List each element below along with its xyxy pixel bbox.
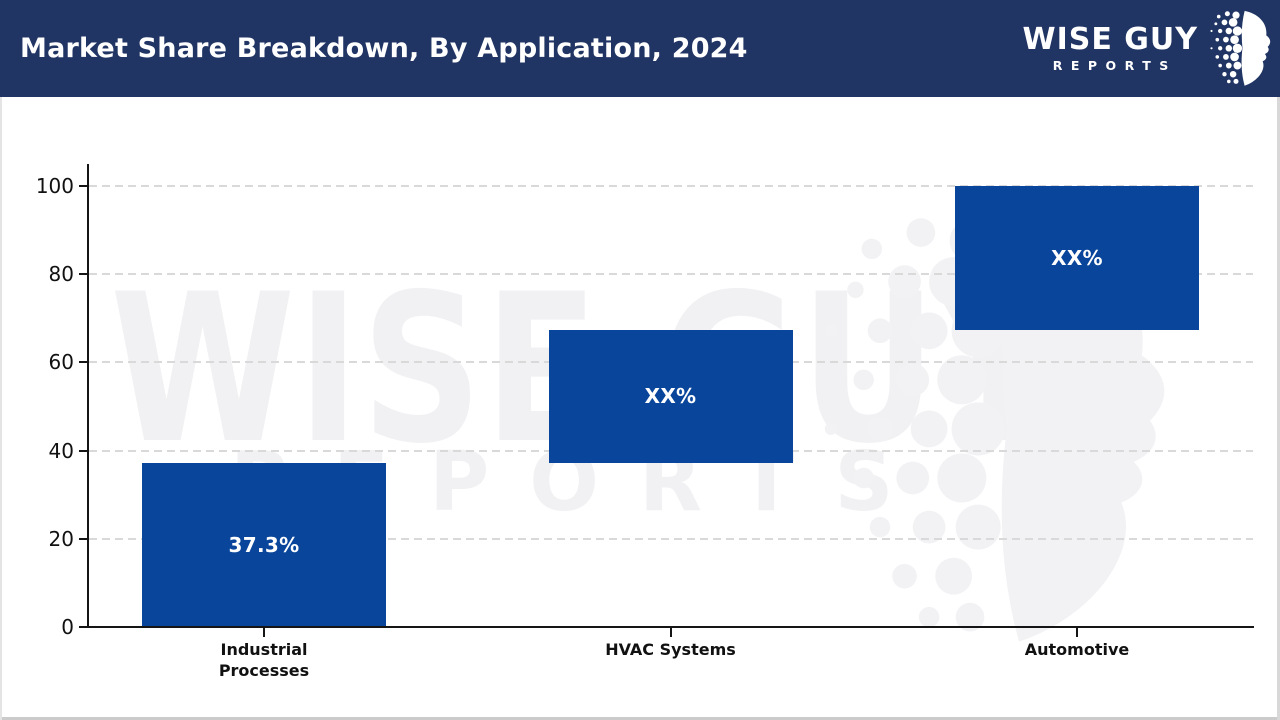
y-axis-line bbox=[87, 164, 89, 628]
y-axis-tick bbox=[79, 185, 88, 188]
x-axis-tick bbox=[669, 628, 672, 637]
y-axis-tick-label: 80 bbox=[48, 262, 74, 287]
page-title: Market Share Breakdown, By Application, … bbox=[20, 33, 748, 64]
header-bar: Market Share Breakdown, By Application, … bbox=[0, 0, 1280, 97]
page-right-edge bbox=[1277, 97, 1280, 720]
x-category-label: HVAC Systems bbox=[605, 640, 736, 659]
x-axis-tick bbox=[1076, 628, 1078, 637]
brand-logo-text: WISE GUY REPORTS bbox=[1022, 22, 1198, 74]
gridline bbox=[89, 273, 1253, 276]
page-left-edge bbox=[0, 97, 2, 720]
x-category-label: Industrial Processes bbox=[218, 640, 310, 680]
page-bottom-edge bbox=[0, 717, 1280, 720]
y-axis-tick bbox=[79, 626, 88, 628]
y-axis-tick-label: 20 bbox=[48, 526, 74, 551]
brand-name: WISE GUY bbox=[1022, 22, 1198, 57]
y-axis-tick bbox=[79, 361, 88, 364]
x-axis-line bbox=[87, 626, 1254, 628]
bar-segment: XX% bbox=[955, 186, 1199, 331]
y-axis-tick bbox=[79, 449, 88, 452]
brand-logo: WISE GUY REPORTS bbox=[1022, 4, 1272, 94]
x-category-label: Automotive bbox=[1024, 640, 1130, 659]
x-axis-tick bbox=[263, 628, 265, 637]
gridline bbox=[89, 537, 1253, 540]
y-axis-tick bbox=[79, 537, 88, 540]
bar-segment: XX% bbox=[548, 330, 793, 463]
dotted-face-profile-icon bbox=[1200, 8, 1272, 90]
bar-value-label: XX% bbox=[1051, 246, 1103, 271]
bar-value-label: XX% bbox=[644, 384, 697, 409]
y-axis-tick-label: 40 bbox=[48, 438, 74, 463]
bar-segment: 37.3% bbox=[142, 462, 386, 627]
y-axis-tick bbox=[79, 273, 88, 276]
gridline bbox=[89, 185, 1253, 188]
brand-subtitle: REPORTS bbox=[1052, 58, 1177, 73]
y-axis-tick-label: 100 bbox=[35, 174, 74, 199]
y-axis-tick-label: 0 bbox=[61, 615, 74, 639]
bar-value-label: 37.3% bbox=[228, 532, 300, 557]
y-axis-tick-label: 60 bbox=[48, 350, 74, 375]
